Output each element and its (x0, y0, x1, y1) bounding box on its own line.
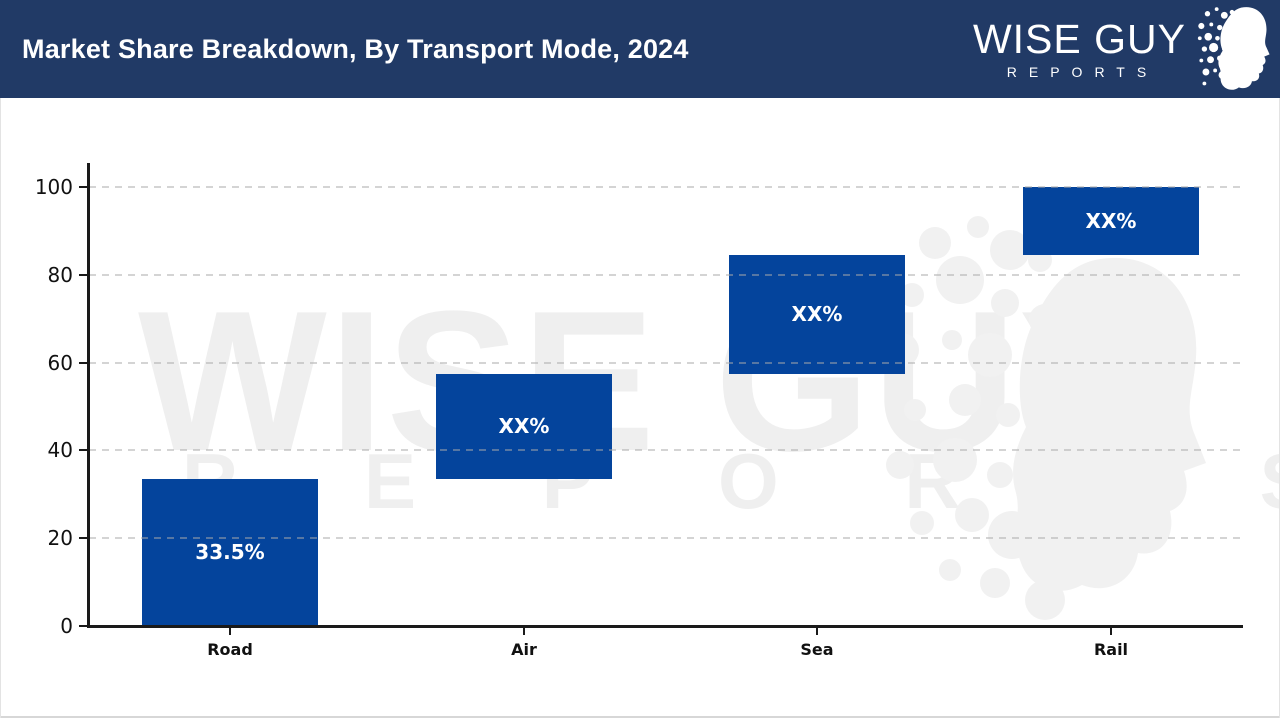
bar-value-label: XX% (498, 414, 550, 439)
left-edge-border (0, 98, 1, 718)
x-axis-spine (87, 625, 1243, 628)
brand-name: WISE GUY (972, 15, 1186, 62)
brand-subtitle: REPORTS (1006, 63, 1159, 80)
brand-logo-text: WISE GUY REPORTS (972, 15, 1186, 80)
y-tick-label-20: 20 (47, 526, 73, 551)
x-tick-road (229, 627, 231, 635)
y-tick-label-100: 100 (34, 175, 73, 199)
x-tick-sea (816, 627, 818, 635)
bar-value-label: 33.5% (195, 540, 265, 565)
y-tick-label-60: 60 (47, 350, 73, 375)
bottom-divider (0, 716, 1280, 718)
bar-sea: XX% (729, 255, 905, 374)
bar-rail: XX% (1023, 187, 1199, 256)
watermark-dotted-face (885, 216, 1206, 620)
bar-value-label: XX% (1085, 209, 1137, 234)
x-tick-label-rail: Rail (1093, 640, 1129, 659)
watermark-wiseguy-text: WISE GUY (138, 270, 1155, 493)
y-tick-100 (79, 186, 87, 188)
y-tick-40 (79, 449, 87, 452)
header-bar: Market Share Breakdown, By Transport Mod… (0, 0, 1280, 98)
brand-logo: WISE GUY REPORTS (973, 0, 1280, 98)
y-axis-spine (87, 163, 90, 628)
y-tick-80 (79, 273, 87, 276)
gridline-y-100 (89, 186, 1243, 188)
chart-title: Market Share Breakdown, By Transport Mod… (22, 33, 689, 64)
x-tick-label-road: Road (207, 640, 253, 659)
y-tick-label-40: 40 (47, 438, 73, 463)
y-tick-60 (79, 361, 87, 364)
gridline-y-80 (89, 273, 1243, 276)
y-tick-label-0: 0 (60, 614, 73, 638)
gridline-y-60 (89, 361, 1243, 364)
y-tick-0 (79, 625, 87, 627)
bar-road: 33.5% (142, 478, 318, 626)
gridline-y-20 (89, 537, 1243, 540)
x-tick-label-sea: Sea (800, 640, 834, 659)
y-tick-20 (79, 537, 87, 540)
y-tick-label-80: 80 (47, 262, 73, 287)
bar-air: XX% (436, 373, 612, 479)
x-tick-rail (1110, 627, 1112, 635)
x-tick-air (523, 627, 525, 635)
x-tick-label-air: Air (511, 640, 537, 659)
bar-value-label: XX% (791, 302, 843, 327)
dotted-face-icon (1197, 7, 1270, 90)
gridline-y-40 (89, 449, 1243, 452)
